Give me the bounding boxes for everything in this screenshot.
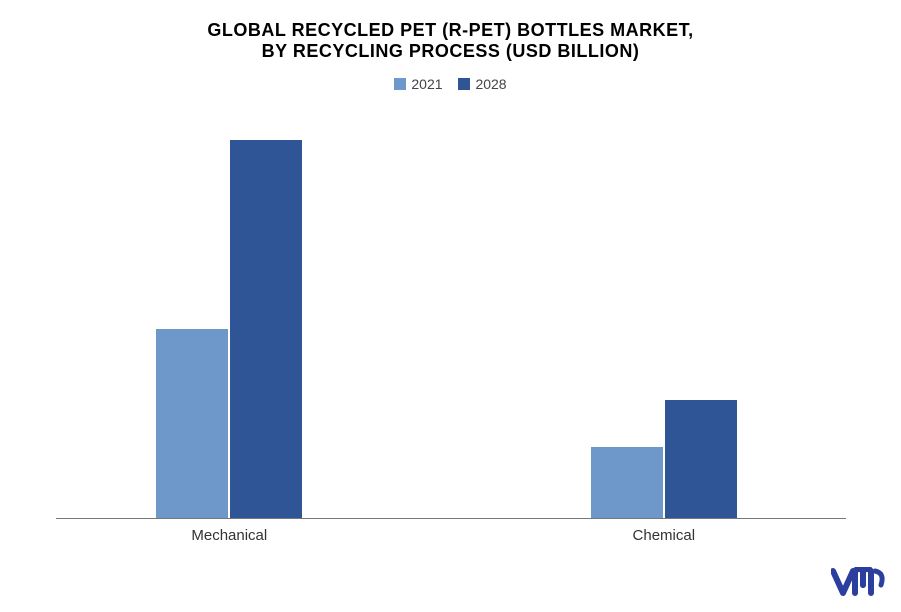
- vm-logo-icon: [831, 567, 887, 601]
- bar-group-mechanical: [156, 140, 302, 518]
- legend-swatch-2021: [394, 78, 406, 90]
- legend-item-2028: 2028: [458, 76, 506, 92]
- bar-mechanical-2021: [156, 329, 228, 518]
- legend: 2021 2028: [40, 76, 861, 93]
- plot-area: [56, 99, 846, 519]
- chart-title: GLOBAL RECYCLED PET (R-PET) BOTTLES MARK…: [40, 20, 861, 62]
- chart-title-line1: GLOBAL RECYCLED PET (R-PET) BOTTLES MARK…: [40, 20, 861, 41]
- x-label-chemical: Chemical: [633, 527, 696, 544]
- chart-title-line2: BY RECYCLING PROCESS (USD BILLION): [40, 41, 861, 62]
- bar-mechanical-2028: [230, 140, 302, 518]
- bar-chemical-2021: [591, 447, 663, 518]
- x-label-mechanical: Mechanical: [191, 527, 267, 544]
- brand-logo: [831, 567, 887, 606]
- legend-item-2021: 2021: [394, 76, 442, 92]
- bar-group-chemical: [591, 400, 737, 518]
- legend-label-2028: 2028: [475, 76, 506, 92]
- legend-label-2021: 2021: [411, 76, 442, 92]
- bar-chemical-2028: [665, 400, 737, 518]
- legend-swatch-2028: [458, 78, 470, 90]
